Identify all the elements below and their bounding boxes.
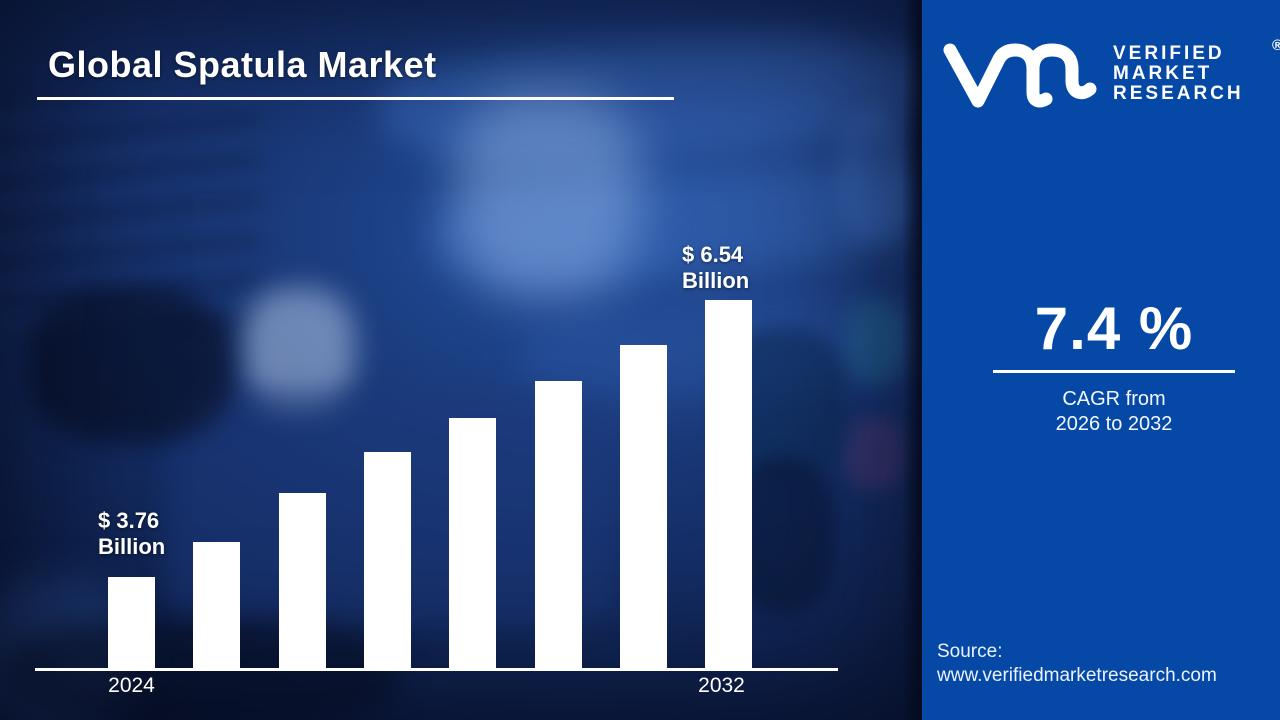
- bar-2032: [705, 300, 752, 668]
- source-url: www.verifiedmarketresearch.com: [937, 665, 1217, 686]
- title-underline: [37, 97, 674, 100]
- bar-2024: [108, 577, 155, 668]
- bar-index-4: [449, 418, 496, 668]
- brand-name-line: VERIFIED: [1113, 43, 1225, 64]
- registered-trademark-icon: ®: [1272, 37, 1280, 54]
- bar-index-3: [364, 452, 411, 668]
- cagr-caption-line: 2026 to 2032: [1055, 413, 1173, 435]
- cagr-value: 7.4 %: [1034, 295, 1194, 362]
- bar-index-5: [535, 381, 582, 668]
- cagr-underline: [993, 370, 1235, 373]
- x-tick-label: 2024: [108, 674, 155, 697]
- brand-name: VERIFIED MARKET RESEARCH: [1113, 44, 1244, 104]
- x-tick-label: 2032: [698, 674, 745, 697]
- bar-index-1: [193, 542, 240, 668]
- bar-chart: 2024 2032 $ 3.76 Billion $ 6.54 Billion: [35, 242, 838, 697]
- cagr-block: 7.4 % CAGR from 2026 to 2032: [993, 296, 1235, 437]
- brand-logo: VERIFIED MARKET RESEARCH ®: [942, 37, 1280, 109]
- cagr-caption-line: CAGR from: [1062, 388, 1166, 410]
- brand-name-line: MARKET: [1113, 63, 1213, 84]
- bar-index-6: [620, 345, 667, 668]
- bar-value-label: $ 6.54 Billion: [682, 242, 750, 293]
- cagr-caption: CAGR from 2026 to 2032: [993, 387, 1235, 437]
- bar-index-2: [279, 493, 326, 668]
- x-axis-line: [35, 668, 838, 671]
- info-panel: VERIFIED MARKET RESEARCH ® 7.4 % CAGR fr…: [922, 0, 1280, 720]
- page-title: Global Spatula Market: [48, 44, 437, 85]
- bar-value-label: $ 3.76 Billion: [98, 508, 166, 559]
- brand-name-line: RESEARCH: [1113, 83, 1244, 104]
- source-label: Source:: [937, 641, 1003, 662]
- vmr-monogram-icon: [943, 43, 1097, 108]
- source-block: Source: www.verifiedmarketresearch.com: [937, 640, 1217, 688]
